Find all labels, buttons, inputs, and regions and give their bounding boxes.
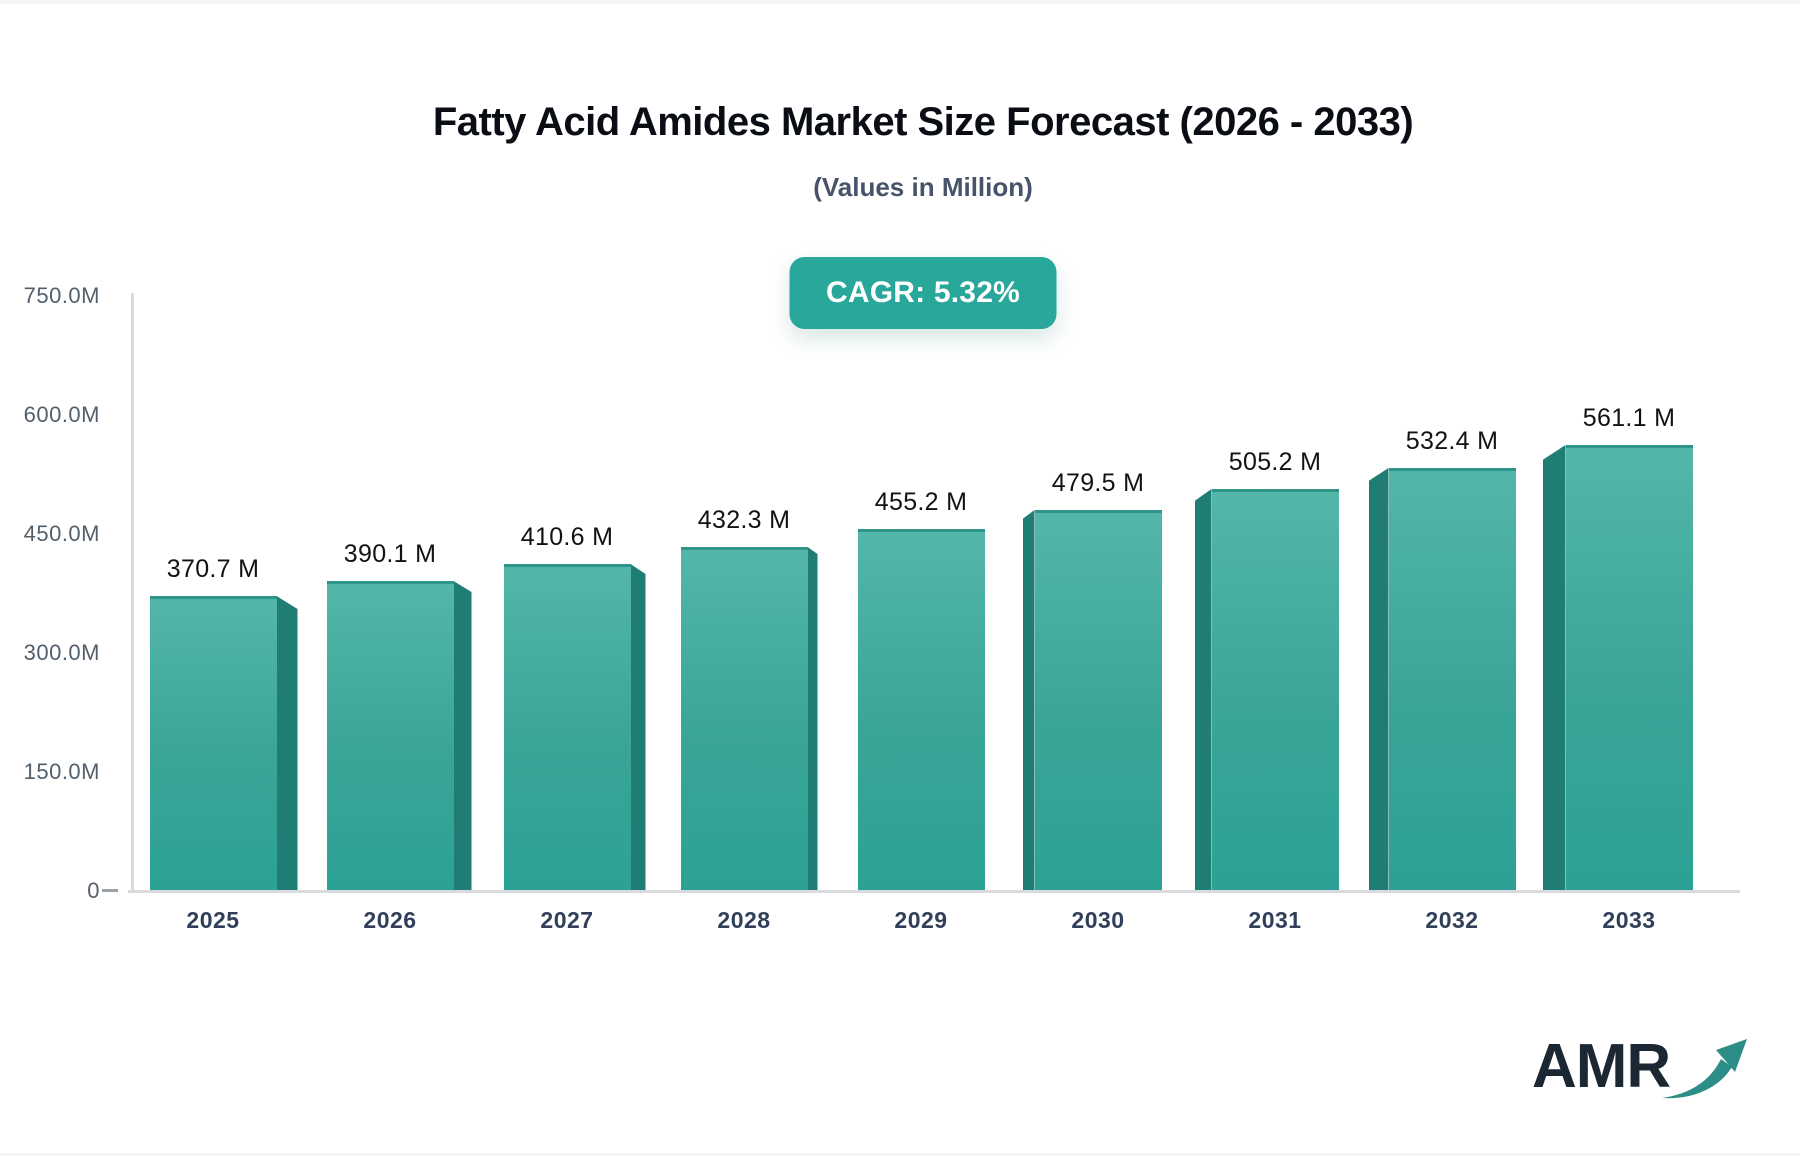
x-axis-label-2031: 2031	[1248, 907, 1302, 933]
x-axis-label-2028: 2028	[717, 907, 771, 933]
logo-text: AMR	[1532, 1032, 1671, 1101]
cagr-badge: CAGR: 5.32%	[789, 257, 1057, 329]
zero-tick-mark	[102, 889, 118, 892]
bar-value-label-2025: 370.7 M	[166, 555, 260, 583]
y-tick-label-0: 0	[87, 878, 100, 903]
logo: AMR	[1532, 1036, 1748, 1102]
y-tick-label-450.0M: 450.0M	[23, 521, 100, 546]
y-axis-line	[131, 293, 134, 893]
bar-2027	[503, 564, 631, 890]
bar-2025	[149, 596, 277, 890]
bar-side-2025	[276, 596, 298, 890]
bar-value-label-2029: 455.2 M	[874, 488, 968, 516]
bar-2028	[680, 547, 808, 890]
cagr-badge-label: CAGR: 5.32%	[826, 276, 1020, 309]
x-axis-label-2029: 2029	[894, 907, 948, 933]
y-tick-label-300.0M: 300.0M	[23, 640, 100, 665]
bar-value-label-2030: 479.5 M	[1051, 469, 1145, 497]
bar-side-2030	[1022, 510, 1035, 890]
bar-side-2027	[630, 564, 646, 890]
x-axis-label-2027: 2027	[540, 907, 594, 933]
growth-arrow-icon	[1662, 1039, 1748, 1099]
bar-value-label-2026: 390.1 M	[343, 540, 437, 568]
x-axis-label-2026: 2026	[363, 907, 417, 933]
bar-value-label-2028: 432.3 M	[697, 506, 791, 534]
x-axis-label-2030: 2030	[1071, 907, 1125, 933]
chart-card: Fatty Acid Amides Market Size Forecast (…	[0, 4, 1800, 1153]
bar-side-2032	[1368, 468, 1389, 890]
bar-side-2026	[453, 581, 472, 890]
x-axis-label-2033: 2033	[1602, 907, 1656, 933]
bar-2026	[326, 581, 454, 890]
bar-2033	[1565, 445, 1693, 890]
chart-subtitle: (Values in Million)	[813, 172, 1033, 202]
bar-side-2033	[1542, 445, 1566, 890]
y-tick-label-750.0M: 750.0M	[23, 283, 100, 308]
bar-value-label-2033: 561.1 M	[1582, 404, 1676, 432]
chart-title: Fatty Acid Amides Market Size Forecast (…	[432, 100, 1414, 144]
bar-side-2031	[1194, 489, 1212, 890]
bar-value-label-2027: 410.6 M	[520, 523, 614, 551]
bar-value-label-2031: 505.2 M	[1228, 448, 1322, 476]
x-axis-line	[128, 890, 1740, 893]
bar-side-2028	[807, 547, 818, 890]
bar-2031	[1211, 489, 1339, 890]
y-tick-label-600.0M: 600.0M	[23, 402, 100, 427]
bar-2029	[857, 529, 985, 890]
x-axis-label-2032: 2032	[1425, 907, 1479, 933]
y-tick-label-150.0M: 150.0M	[23, 759, 100, 784]
bar-2030	[1034, 510, 1162, 890]
x-axis-label-2025: 2025	[186, 907, 240, 933]
bar-2032	[1388, 468, 1516, 890]
bar-value-label-2032: 532.4 M	[1405, 427, 1499, 455]
